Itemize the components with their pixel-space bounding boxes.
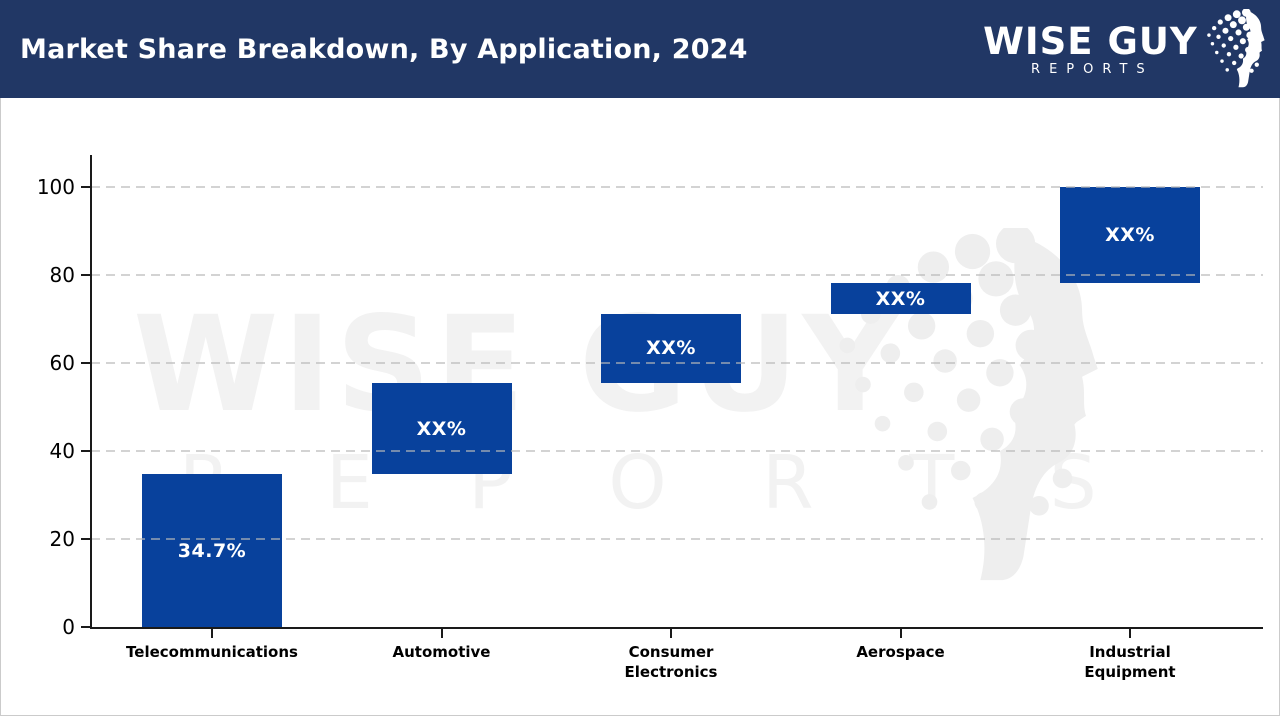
x-category-label: Automotive — [392, 643, 491, 661]
x-category-label: Aerospace — [856, 643, 945, 661]
bar-automotive: XX% — [371, 383, 512, 475]
bar-telecommunications: 34.7% — [142, 474, 282, 627]
gridline-40 — [91, 450, 1263, 452]
watermark-text-line1: WISE GUY — [133, 288, 903, 442]
bar-industrial-equipment: XX% — [1060, 187, 1200, 284]
chart-title: Market Share Breakdown, By Application, … — [20, 33, 748, 65]
brand-subname: REPORTS — [1031, 61, 1154, 77]
brand-logo: WISE GUY REPORTS — [983, 9, 1280, 89]
y-axis-spine — [90, 155, 92, 629]
bar-value-label: XX% — [1105, 224, 1155, 247]
x-category-label: Telecommunications — [126, 643, 298, 661]
y-tick-mark — [81, 626, 90, 628]
y-tick-mark — [81, 274, 90, 276]
bar-value-label: XX% — [875, 287, 926, 310]
x-category-label: Consumer Electronics — [624, 643, 718, 682]
y-tick-mark — [81, 186, 90, 188]
x-axis-spine — [90, 627, 1263, 629]
dotted-head-icon — [1206, 9, 1265, 88]
brand-name: WISE GUY — [983, 19, 1198, 63]
x-tick-mark — [440, 629, 443, 638]
gridline-60 — [91, 362, 1263, 364]
x-tick-mark — [670, 629, 672, 638]
gridline-100 — [91, 186, 1263, 188]
bar-value-label: 34.7% — [177, 539, 247, 562]
y-tick-label: 0 — [62, 615, 75, 639]
gridline-20 — [91, 538, 1263, 540]
x-tick-mark — [899, 629, 902, 638]
x-tick-mark — [211, 629, 213, 638]
y-tick-label: 40 — [49, 439, 75, 463]
bar-aerospace: XX% — [830, 283, 971, 314]
y-tick-mark — [81, 450, 90, 452]
header-bar: Market Share Breakdown, By Application, … — [0, 0, 1280, 98]
brand-logo-text: WISE GUY REPORTS — [983, 23, 1198, 76]
x-category-label: Industrial Equipment — [1084, 643, 1176, 682]
y-tick-label: 80 — [49, 263, 75, 287]
y-tick-mark — [81, 362, 90, 364]
y-tick-mark — [81, 538, 90, 540]
y-tick-label: 60 — [49, 351, 75, 375]
bar-value-label: XX% — [646, 337, 696, 360]
bar-value-label: XX% — [416, 417, 467, 440]
gridline-80 — [91, 274, 1263, 276]
y-tick-label: 20 — [49, 527, 75, 551]
waterfall-chart: WISE GUY R E P O R T S 34.7% XX% XX% XX% XX%… — [1, 98, 1279, 715]
x-tick-mark — [1129, 629, 1131, 638]
bar-consumer-electronics: XX% — [601, 313, 741, 384]
y-tick-label: 100 — [36, 175, 75, 199]
